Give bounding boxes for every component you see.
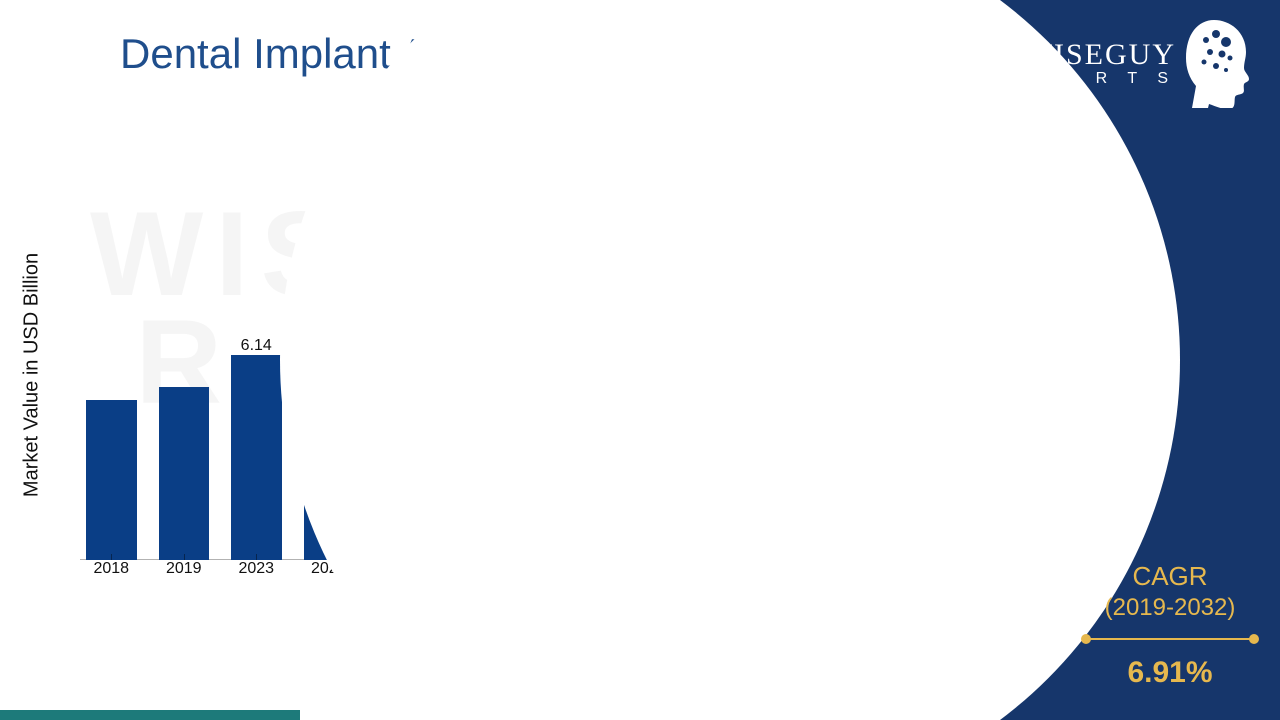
cagr-value: 6.91% [1060,656,1280,690]
y-axis-label: Market Value in USD Billion [21,253,44,497]
x-tick-label: 2023 [231,560,282,590]
bar [159,387,210,560]
bar-value-label: 6.14 [241,337,272,355]
cagr-divider [1085,638,1255,640]
bar-wrap [86,400,137,560]
bar [86,400,137,560]
x-tick-label: 2018 [86,560,137,590]
x-tick-label: 2019 [159,560,210,590]
infographic-stage: WISEGUY R E P O R T S Dental Implant Abu… [0,0,1280,720]
bar [231,355,282,560]
brand-head-icon [1186,18,1256,108]
cagr-range: (2019-2032) [1060,594,1280,622]
cagr-label: CAGR [1060,561,1280,592]
brand-text: WISEGUY R E P O R T S [969,38,1176,88]
footer-accent-bar [0,710,300,720]
bar-wrap [159,387,210,560]
brand-line2: R E P O R T S [969,70,1176,88]
bar-wrap: 6.14 [231,355,282,560]
panel-cutout [280,0,1180,720]
brand-line1: WISEGUY [969,38,1176,72]
brand-logo: WISEGUY R E P O R T S [969,18,1256,108]
cagr-block: CAGR (2019-2032) 6.91% [1060,561,1280,690]
